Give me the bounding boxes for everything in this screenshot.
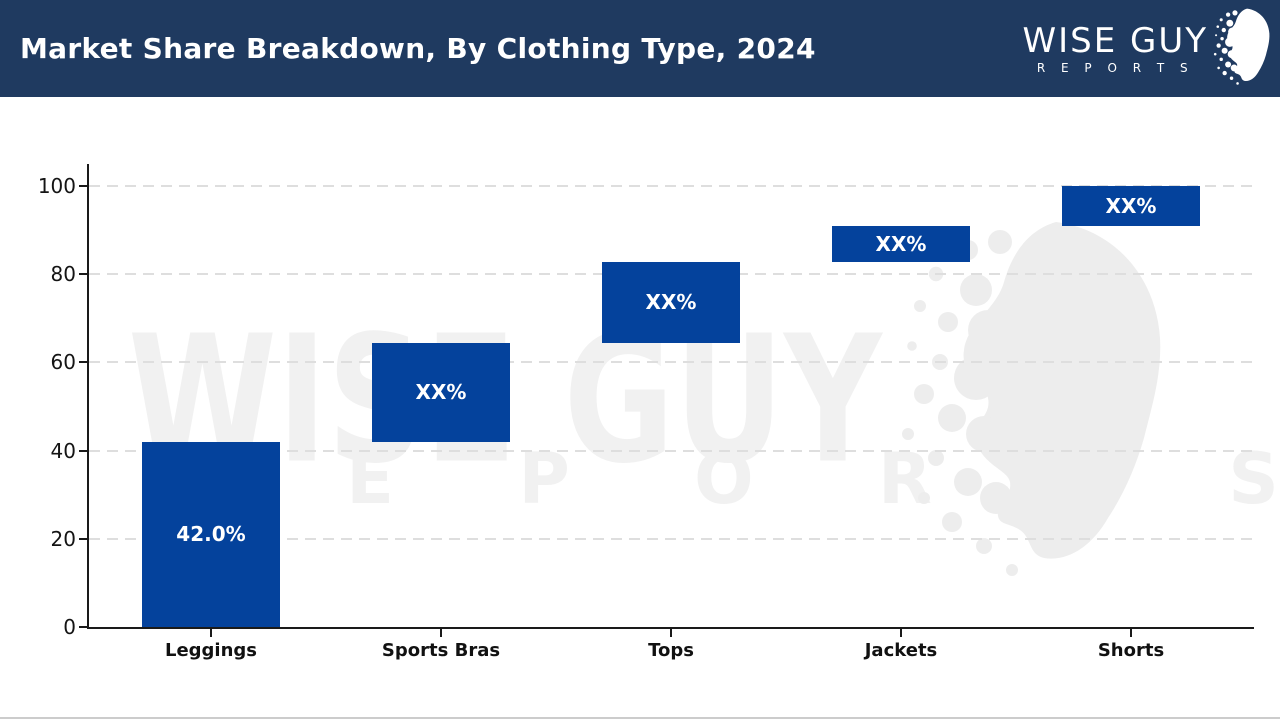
y-tickmark-40 — [79, 449, 87, 452]
gridline-60 — [89, 361, 1254, 364]
x-category-label-tops: Tops — [648, 640, 694, 661]
header-bar: Market Share Breakdown, By Clothing Type… — [0, 0, 1280, 97]
bar-leggings: 42.0% — [142, 441, 280, 627]
bar-value-label: XX% — [1105, 193, 1157, 218]
logo-text: WISE GUY R E P O R T S — [1022, 23, 1208, 76]
bottom-divider — [0, 717, 1280, 719]
bar-value-label: XX% — [415, 380, 467, 405]
bar-shorts: XX% — [1062, 186, 1200, 226]
logo-subtitle: R E P O R T S — [1036, 60, 1194, 75]
x-category-label-shorts: Shorts — [1097, 640, 1165, 661]
y-tick-label-0: 0 — [63, 615, 76, 639]
page-title: Market Share Breakdown, By Clothing Type… — [20, 32, 816, 65]
bar-jackets: XX% — [832, 225, 970, 263]
y-tickmark-60 — [79, 361, 87, 364]
bar-value-label: XX% — [645, 290, 697, 315]
x-tickmark-leggings — [210, 629, 212, 637]
y-tickmark-100 — [79, 185, 87, 187]
y-tick-label-20: 20 — [50, 526, 76, 551]
x-tickmark-tops — [670, 629, 672, 637]
wise-guy-logo: WISE GUY R E P O R T S — [1022, 4, 1272, 94]
gridline-40 — [89, 449, 1254, 452]
x-tickmark-jackets — [900, 629, 902, 637]
gridline-20 — [89, 537, 1254, 540]
bar-sports-bras: XX% — [372, 342, 510, 442]
bar-value-label: XX% — [875, 231, 927, 256]
y-tick-label-60: 60 — [50, 350, 76, 375]
y-tick-label-40: 40 — [50, 438, 76, 463]
logo-face-icon — [1213, 8, 1270, 85]
gridline-100 — [89, 185, 1254, 187]
x-category-label-sports-bras: Sports Bras — [381, 640, 501, 661]
y-tickmark-20 — [79, 537, 87, 540]
logo-wordmark: WISE GUY — [1022, 20, 1208, 61]
y-tickmark-80 — [79, 273, 87, 276]
x-tickmark-shorts — [1130, 629, 1132, 637]
y-tick-label-100: 100 — [37, 174, 76, 198]
x-category-label-jackets: Jackets — [864, 640, 938, 661]
y-tickmark-0 — [79, 626, 87, 628]
x-tickmark-sports-bras — [440, 629, 442, 637]
y-tick-label-80: 80 — [50, 262, 76, 287]
watermark-face-icon — [902, 222, 1161, 576]
x-axis-spine — [87, 627, 1254, 629]
bar-tops: XX% — [602, 262, 740, 343]
y-axis-spine — [87, 163, 89, 629]
x-category-label-leggings: Leggings — [164, 640, 258, 661]
bar-value-label: 42.0% — [176, 522, 246, 547]
